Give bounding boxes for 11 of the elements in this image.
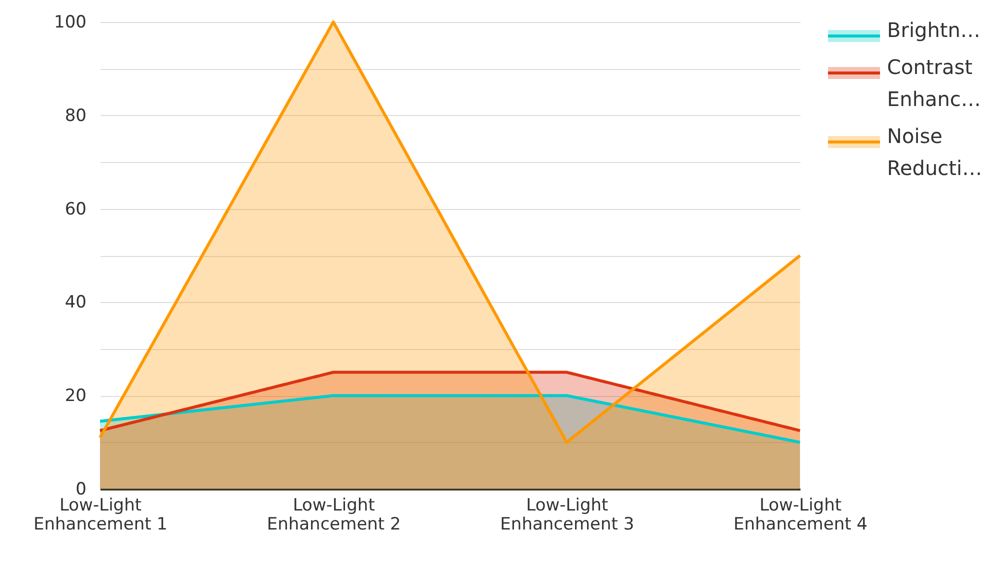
y-tick-label: 60 [64,199,86,220]
x-tick-label: Low-Light Enhancement 4 [734,496,868,534]
legend-label: Noise Reducti… [887,124,982,180]
x-tick-label: Low-Light Enhancement 2 [266,496,401,534]
y-tick-label: 20 [64,386,86,406]
y-tick-label: 100 [54,12,86,32]
y-tick-label: 40 [64,292,86,313]
legend-label: Contrast Enhanc… [887,55,981,111]
y-tick-label: 80 [64,106,86,126]
legend-label: Brightn… [887,18,980,42]
x-tick-label: Low-Light Enhancement 3 [500,496,634,534]
